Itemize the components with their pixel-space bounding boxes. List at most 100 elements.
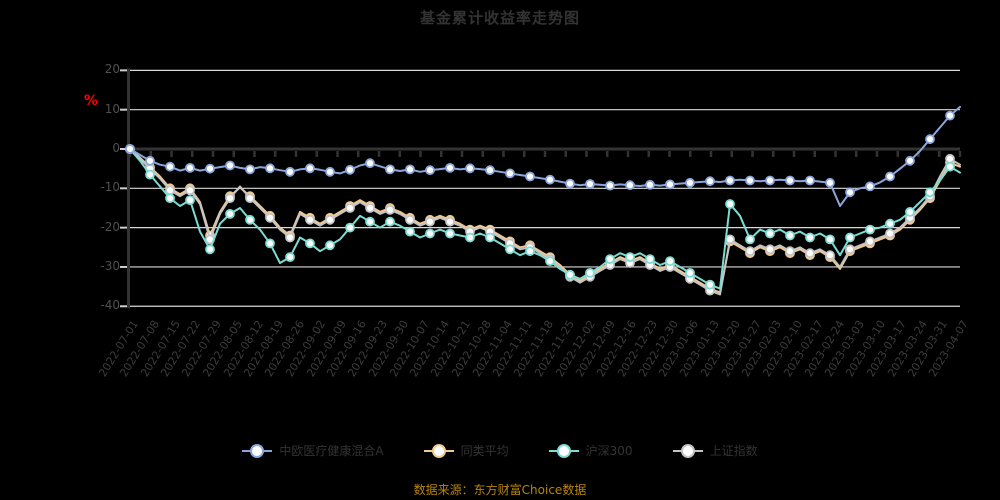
series-marker-icon bbox=[285, 166, 295, 177]
series-marker-icon bbox=[885, 171, 895, 182]
series-marker-icon bbox=[825, 177, 835, 188]
series-marker-icon bbox=[365, 203, 375, 213]
series-marker-icon bbox=[365, 158, 375, 169]
chart-legend: 中欧医疗健康混合A 同类平均 沪深300 上证指数 bbox=[0, 442, 1000, 459]
series-marker-icon bbox=[185, 162, 195, 173]
series-marker-icon bbox=[345, 203, 355, 213]
series-marker-icon bbox=[425, 216, 435, 227]
series-marker-icon bbox=[485, 232, 495, 243]
series-marker-icon bbox=[445, 162, 455, 173]
series-marker-icon bbox=[325, 240, 335, 251]
series-marker-icon bbox=[865, 224, 875, 235]
series-marker-icon bbox=[225, 208, 235, 219]
series-marker-icon bbox=[125, 144, 135, 154]
y-axis-tick-label: 10 bbox=[104, 101, 120, 116]
series-marker-icon bbox=[605, 254, 615, 265]
series-marker-icon bbox=[825, 234, 835, 245]
series-marker-icon bbox=[845, 244, 855, 255]
series-marker-icon bbox=[905, 155, 915, 166]
legend-line-marker-icon bbox=[242, 443, 273, 458]
series-marker-icon bbox=[785, 175, 795, 186]
series-marker-icon bbox=[925, 187, 935, 198]
series-marker-icon bbox=[565, 178, 575, 189]
series-marker-icon bbox=[405, 214, 415, 225]
series-marker-icon bbox=[905, 206, 915, 217]
series-marker-icon bbox=[225, 193, 235, 204]
series-marker-icon bbox=[425, 165, 435, 176]
series-marker-icon bbox=[285, 252, 295, 263]
series-marker-icon bbox=[545, 256, 555, 267]
series-marker-icon bbox=[205, 244, 215, 255]
series-marker-icon bbox=[305, 163, 315, 174]
y-axis-unit-percent: % bbox=[84, 93, 99, 109]
series-marker-icon bbox=[845, 232, 855, 243]
series-marker-icon bbox=[745, 246, 755, 257]
series-marker-icon bbox=[705, 176, 715, 187]
series-marker-icon bbox=[245, 193, 255, 204]
series-marker-icon bbox=[505, 244, 515, 255]
series-marker-icon bbox=[845, 187, 855, 198]
series-marker-icon bbox=[885, 218, 895, 229]
y-axis-tick-label: 20 bbox=[104, 62, 120, 77]
series-marker-icon bbox=[385, 216, 395, 227]
series-marker-icon bbox=[645, 254, 655, 265]
series-marker-icon bbox=[685, 177, 695, 188]
series-marker-icon bbox=[325, 166, 335, 177]
series-marker-icon bbox=[605, 180, 615, 191]
legend-item-0[interactable]: 中欧医疗健康混合A bbox=[242, 442, 384, 459]
series-marker-icon bbox=[765, 244, 775, 255]
legend-label: 中欧医疗健康混合A bbox=[279, 444, 384, 458]
series-marker-icon bbox=[945, 161, 955, 172]
series-marker-icon bbox=[165, 161, 175, 172]
legend-label: 上证指数 bbox=[709, 444, 758, 458]
series-marker-icon bbox=[665, 256, 675, 267]
series-marker-icon bbox=[825, 250, 835, 261]
series-marker-icon bbox=[385, 164, 395, 175]
series-marker-icon bbox=[545, 174, 555, 185]
series-marker-icon bbox=[465, 163, 475, 174]
series-marker-icon bbox=[405, 164, 415, 175]
series-marker-icon bbox=[145, 169, 155, 180]
series-marker-icon bbox=[945, 153, 955, 164]
series-marker-icon bbox=[705, 279, 715, 290]
series-marker-icon bbox=[305, 214, 315, 225]
series-marker-icon bbox=[665, 179, 675, 190]
series-marker-icon bbox=[765, 175, 775, 186]
series-marker-icon bbox=[805, 175, 815, 186]
series-marker-icon bbox=[865, 181, 875, 192]
series-marker-icon bbox=[585, 179, 595, 189]
series-marker-icon bbox=[305, 238, 315, 249]
series-marker-icon bbox=[645, 179, 655, 190]
series-marker-icon bbox=[405, 226, 415, 237]
series-marker-icon bbox=[925, 134, 935, 145]
series-marker-icon bbox=[165, 185, 175, 196]
legend-item-1[interactable]: 同类平均 bbox=[423, 442, 509, 459]
series-marker-icon bbox=[885, 228, 895, 239]
series-marker-icon bbox=[345, 164, 355, 175]
series-marker-icon bbox=[485, 165, 495, 176]
series-marker-icon bbox=[765, 228, 775, 239]
data-source-note: 数据来源：东方财富Choice数据 bbox=[413, 483, 587, 497]
series-marker-icon bbox=[245, 214, 255, 225]
series-marker-icon bbox=[265, 212, 275, 223]
y-axis-tick-label: -20 bbox=[100, 219, 120, 234]
legend-item-3[interactable]: 上证指数 bbox=[672, 442, 758, 459]
series-marker-icon bbox=[325, 214, 335, 225]
series-marker-icon bbox=[445, 228, 455, 239]
legend-item-2[interactable]: 沪深300 bbox=[548, 442, 633, 459]
series-marker-icon bbox=[725, 199, 735, 209]
series-marker-icon bbox=[745, 175, 755, 186]
y-axis-tick-label: -30 bbox=[100, 258, 120, 273]
chart-title: 基金累计收益率走势图 bbox=[419, 9, 580, 27]
series-marker-icon bbox=[185, 195, 195, 206]
series-marker-icon bbox=[145, 155, 155, 166]
series-marker-icon bbox=[265, 238, 275, 249]
legend-line-marker-icon bbox=[423, 443, 454, 458]
series-marker-icon bbox=[385, 204, 395, 215]
series-marker-icon bbox=[725, 234, 735, 245]
y-axis-tick-label: -40 bbox=[100, 298, 120, 313]
series-marker-icon bbox=[785, 246, 795, 257]
series-marker-icon bbox=[685, 267, 695, 278]
series-marker-icon bbox=[345, 222, 355, 233]
